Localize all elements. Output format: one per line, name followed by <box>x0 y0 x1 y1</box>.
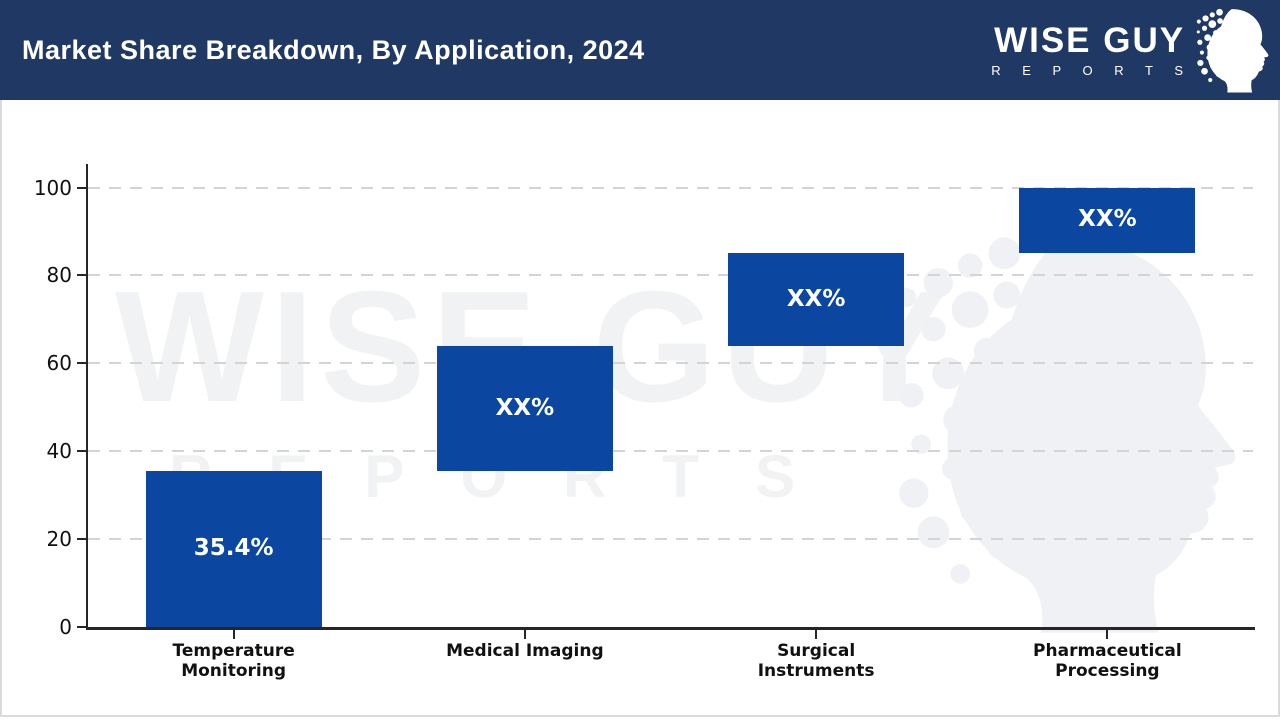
x-tick-mark <box>815 630 818 639</box>
x-tick-mark <box>1106 630 1109 639</box>
x-category-label: Pharmaceutical Processing <box>987 641 1227 681</box>
x-category-label: Medical Imaging <box>405 641 645 661</box>
x-tick-mark <box>523 630 526 639</box>
x-category-label: Temperature Monitoring <box>114 641 354 681</box>
y-tick-mark <box>77 186 86 189</box>
bar-value-label: XX% <box>786 285 846 312</box>
y-tick-label: 20 <box>46 527 72 552</box>
x-category-label-line: Instruments <box>757 661 875 681</box>
brand-logo-text: WISE GUY R E P O R T S <box>987 23 1192 77</box>
gridline-100 <box>88 186 1253 189</box>
y-tick-label: 60 <box>46 351 72 376</box>
x-category-label-line: Processing <box>1055 661 1160 681</box>
brand-subtitle: R E P O R T S <box>991 63 1192 78</box>
brand-name: WISE GUY <box>994 21 1186 60</box>
gridline-20 <box>88 538 1253 541</box>
y-tick-label: 0 <box>59 615 72 639</box>
x-category-label-line: Surgical <box>777 641 856 661</box>
x-category-label-line: Temperature <box>172 641 295 661</box>
y-tick-mark <box>77 626 86 628</box>
y-tick-mark <box>77 274 86 277</box>
y-tick-mark <box>77 538 86 541</box>
bar-temperature-monitoring <box>145 471 322 627</box>
bar-pharmaceutical-processing <box>1019 187 1196 254</box>
bar-value-label: 35.4% <box>193 535 274 562</box>
y-tick-label: 40 <box>46 439 72 464</box>
header-bar: Market Share Breakdown, By Application, … <box>0 0 1280 100</box>
x-category-label: Surgical Instruments <box>696 641 936 681</box>
y-tick-label: 100 <box>33 175 72 200</box>
y-tick-mark <box>77 362 86 365</box>
x-category-label-line: Pharmaceutical <box>1033 641 1182 661</box>
y-axis-spine <box>86 164 88 629</box>
x-tick-mark <box>232 630 235 639</box>
y-tick-mark <box>77 450 86 453</box>
gridline-80 <box>88 274 1253 277</box>
y-tick-label: 80 <box>46 263 72 288</box>
gridline-60 <box>88 362 1253 365</box>
x-category-label-line: Monitoring <box>181 661 287 681</box>
x-category-label-line: Medical Imaging <box>446 641 604 661</box>
brand-logo: WISE GUY R E P O R T S <box>987 6 1280 94</box>
bar-surgical-instruments <box>728 253 905 346</box>
brand-head-icon <box>1194 6 1272 94</box>
page-title: Market Share Breakdown, By Application, … <box>22 34 645 65</box>
gridline-40 <box>88 450 1253 453</box>
bar-value-label: XX% <box>495 394 555 421</box>
x-axis-spine <box>86 627 1255 630</box>
bar-value-label: XX% <box>1078 206 1137 233</box>
bar-medical-imaging <box>436 345 613 472</box>
content-border <box>0 100 1280 717</box>
